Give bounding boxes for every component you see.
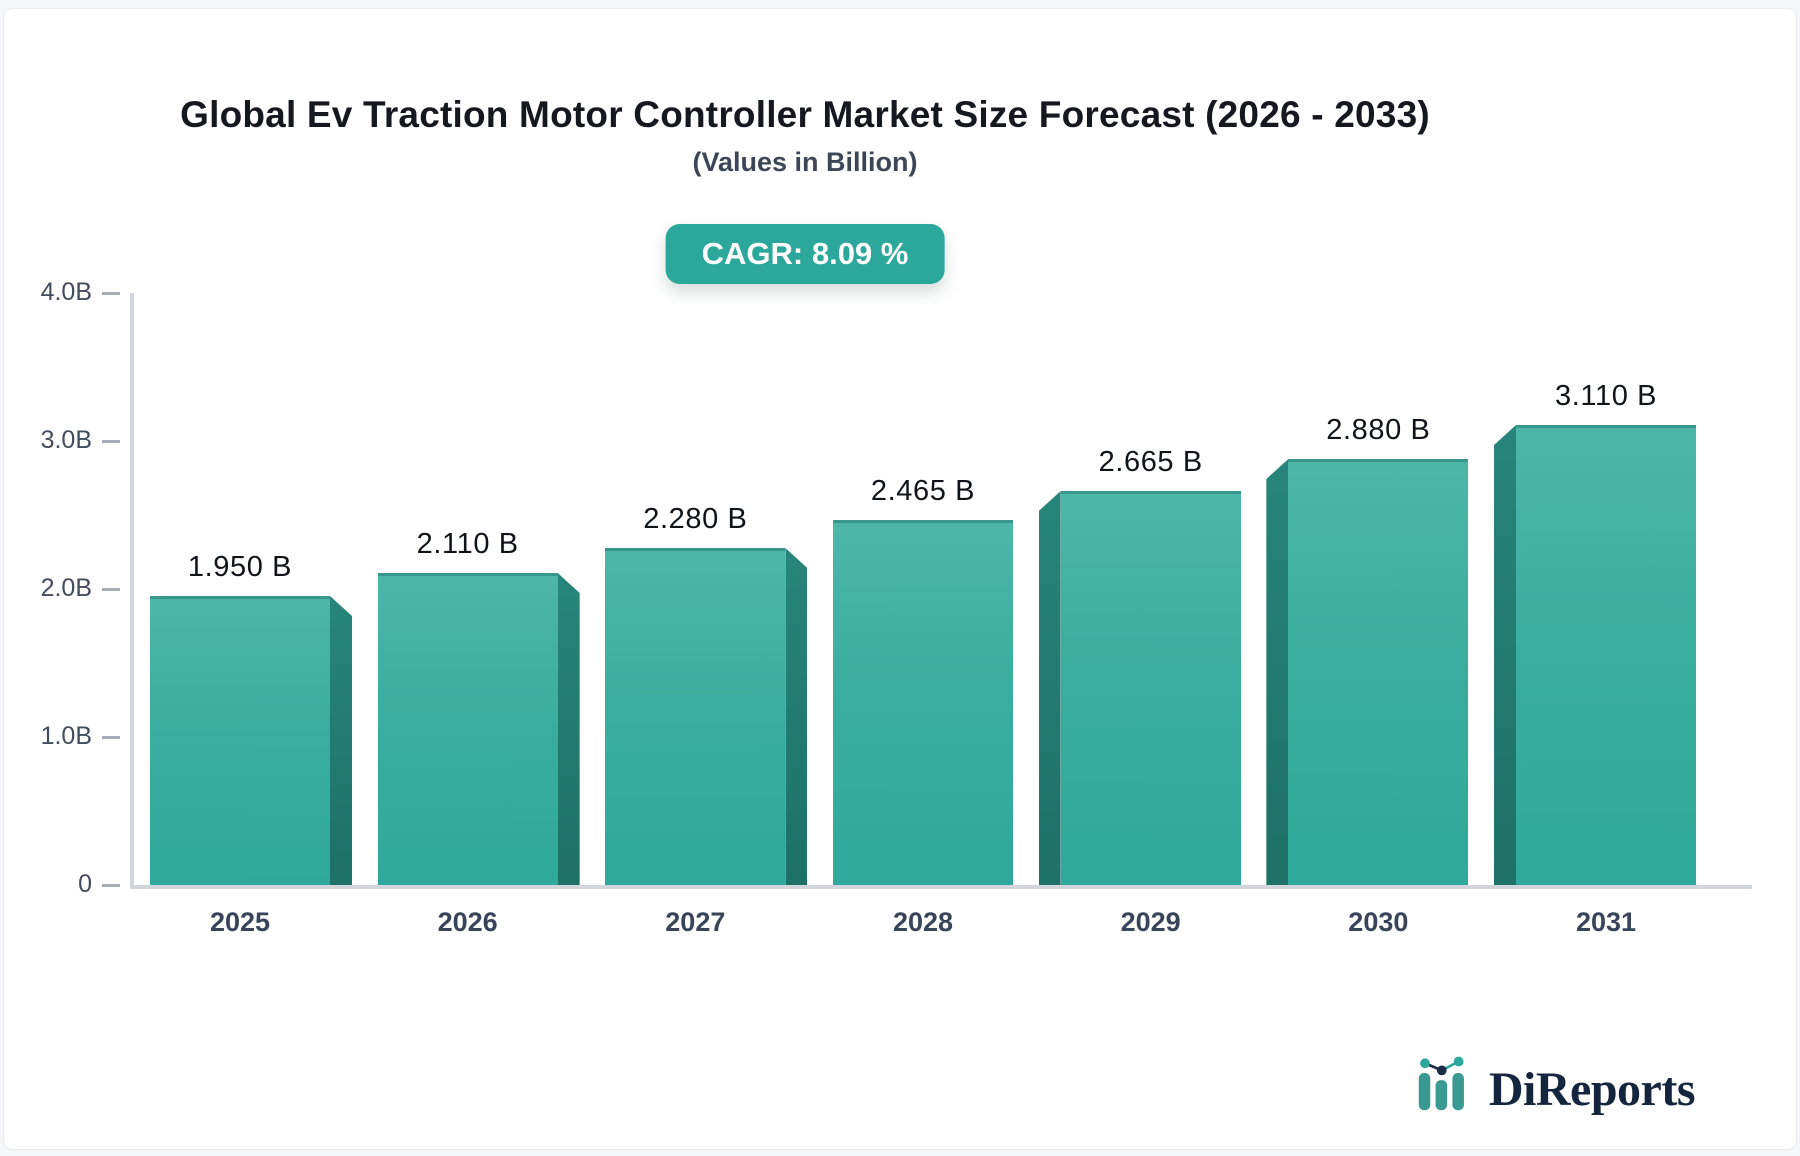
bar-value-label: 2.465 B <box>870 475 976 507</box>
y-tick-mark <box>102 884 120 887</box>
x-axis-baseline <box>130 885 1752 889</box>
x-axis-label: 2029 <box>1120 907 1181 937</box>
bar-side-face <box>330 596 352 885</box>
bar-value-label: 2.880 B <box>1326 414 1431 446</box>
bar-side-face <box>1038 491 1061 885</box>
y-tick-mark <box>102 588 120 591</box>
x-axis-label: 2028 <box>892 907 954 937</box>
y-tick-label: 3.0B <box>40 426 92 454</box>
bar-face <box>1288 459 1469 885</box>
bar-face <box>1516 425 1697 885</box>
cagr-badge: CAGR: 8.09 % <box>665 224 945 284</box>
x-axis-label: 2031 <box>1575 907 1637 937</box>
y-axis-line <box>130 293 134 889</box>
bar-value-label: 3.110 B <box>1555 380 1658 412</box>
x-axis-label: 2025 <box>209 907 271 937</box>
y-tick-mark <box>102 736 120 739</box>
bar-side-face <box>1494 425 1517 885</box>
direports-logo-text: DiReports <box>1488 1062 1696 1116</box>
bar-face <box>150 596 330 885</box>
x-axis-label: 2026 <box>437 907 498 937</box>
bar-face <box>377 573 558 885</box>
bar-2026: 2.110 B 2026 <box>377 528 580 937</box>
bar-2030: 2.880 B 2030 <box>1266 414 1469 937</box>
bar-value-label: 2.665 B <box>1098 446 1203 478</box>
bar-face <box>1060 491 1241 885</box>
direports-logo-icon <box>1418 1056 1464 1111</box>
y-tick-label: 1.0B <box>40 722 92 750</box>
bar-face <box>833 520 1013 885</box>
y-tick-label: 0 <box>78 870 92 898</box>
bar-2029: 2.665 B 2029 <box>1038 446 1241 937</box>
y-tick-label: 2.0B <box>40 574 92 602</box>
bar-2027: 2.280 B 2027 <box>605 503 808 937</box>
bar-side-face <box>1266 459 1289 885</box>
bar-side-face <box>557 573 580 885</box>
bar-2025: 1.950 B 2025 <box>150 551 352 937</box>
y-tick-mark <box>102 440 120 443</box>
x-axis-label: 2030 <box>1348 907 1409 937</box>
chart-title: Global Ev Traction Motor Controller Mark… <box>180 94 1430 135</box>
bar-2028: 2.465 B 2028 <box>833 475 1013 937</box>
bar-2031: 3.110 B 2031 <box>1494 380 1697 937</box>
bar-value-label: 1.950 B <box>187 551 293 583</box>
bar-value-label: 2.110 B <box>416 528 519 560</box>
bar-side-face <box>785 548 808 885</box>
x-axis-label: 2027 <box>665 907 726 937</box>
direports-logo: DiReports <box>1417 1050 1696 1116</box>
y-tick-label: 4.0B <box>40 278 92 306</box>
bar-value-label: 2.280 B <box>643 503 748 535</box>
bar-face <box>605 548 786 885</box>
y-tick-mark <box>102 292 120 295</box>
chart-subtitle: (Values in Billion) <box>692 147 918 177</box>
